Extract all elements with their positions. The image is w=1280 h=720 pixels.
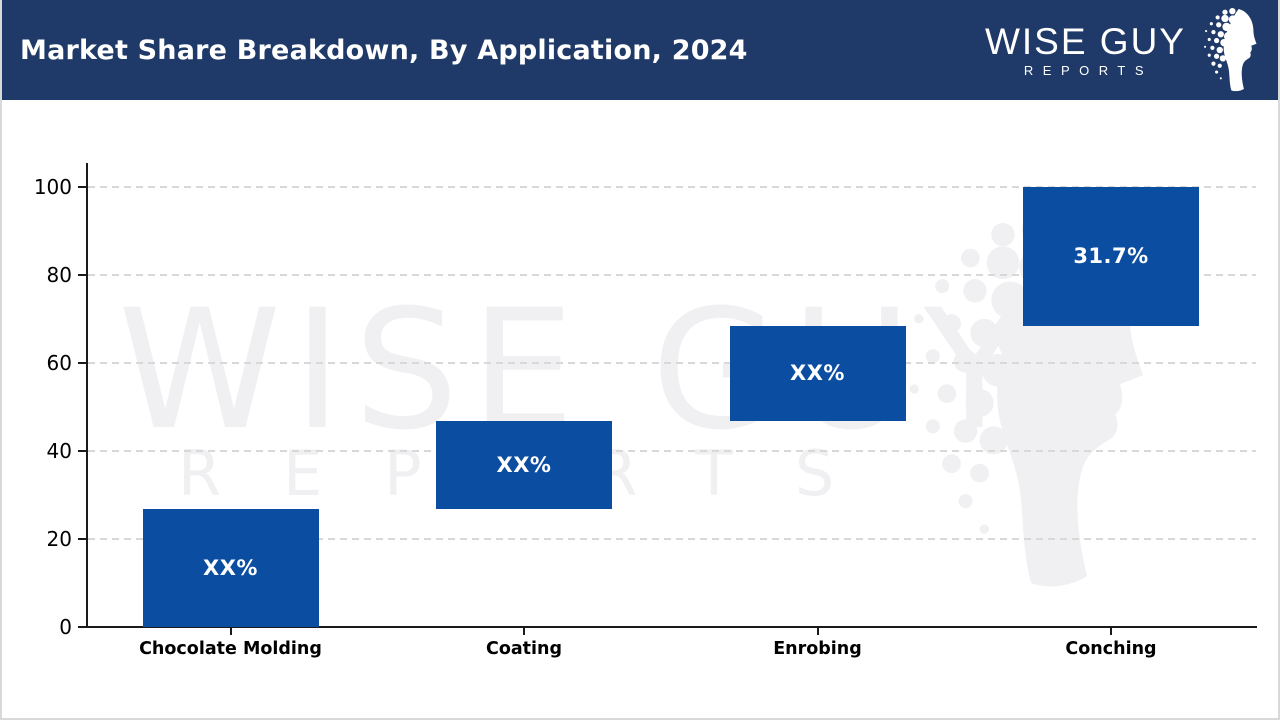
x-axis	[86, 626, 1257, 628]
logo-text: WISE GUY REPORTS	[985, 23, 1186, 77]
y-tick-mark	[78, 273, 86, 276]
header-band: Market Share Breakdown, By Application, …	[0, 0, 1280, 100]
y-axis	[86, 163, 88, 628]
gridline	[88, 537, 1256, 540]
x-tick-mark	[523, 628, 525, 635]
gridline	[88, 185, 1256, 188]
gridline	[88, 361, 1256, 364]
x-tick-mark	[816, 628, 819, 635]
x-tick-mark	[229, 628, 232, 635]
y-tick-mark	[78, 626, 86, 628]
y-tick-label: 20	[46, 526, 72, 551]
x-category-label: Enrobing	[773, 639, 862, 659]
gridline	[88, 449, 1256, 452]
dotted-face-icon	[1204, 8, 1257, 92]
bar-chocolate-molding: XX%	[142, 508, 319, 627]
x-tick-mark	[1110, 628, 1112, 635]
y-tick-label: 0	[59, 615, 72, 639]
logo-sub-text: REPORTS	[1023, 63, 1154, 78]
y-tick-label: 100	[33, 174, 72, 199]
x-category-label: Chocolate Molding	[139, 639, 322, 659]
bar-value-label: XX%	[790, 361, 845, 386]
bar-conching: 31.7%	[1023, 186, 1199, 327]
y-tick-mark	[78, 361, 86, 364]
x-category-label: Conching	[1065, 639, 1157, 659]
y-tick-label: 80	[46, 262, 72, 287]
bar-value-label: XX%	[203, 555, 258, 580]
bar-value-label: 31.7%	[1073, 244, 1149, 269]
x-category-label: Coating	[485, 639, 563, 659]
logo-brand-text: WISE GUY	[984, 21, 1186, 62]
wise-guy-logo: WISE GUY REPORTS	[985, 8, 1262, 92]
y-tick-label: 60	[46, 350, 72, 375]
bar-enrobing: XX%	[729, 326, 906, 421]
gridline	[88, 273, 1256, 276]
y-tick-mark	[78, 449, 86, 452]
y-tick-mark	[78, 185, 86, 188]
y-tick-label: 40	[46, 438, 72, 463]
bar-coating: XX%	[436, 420, 612, 509]
y-tick-mark	[78, 537, 86, 540]
page-title: Market Share Breakdown, By Application, …	[20, 34, 748, 66]
bar-value-label: XX%	[496, 452, 552, 477]
